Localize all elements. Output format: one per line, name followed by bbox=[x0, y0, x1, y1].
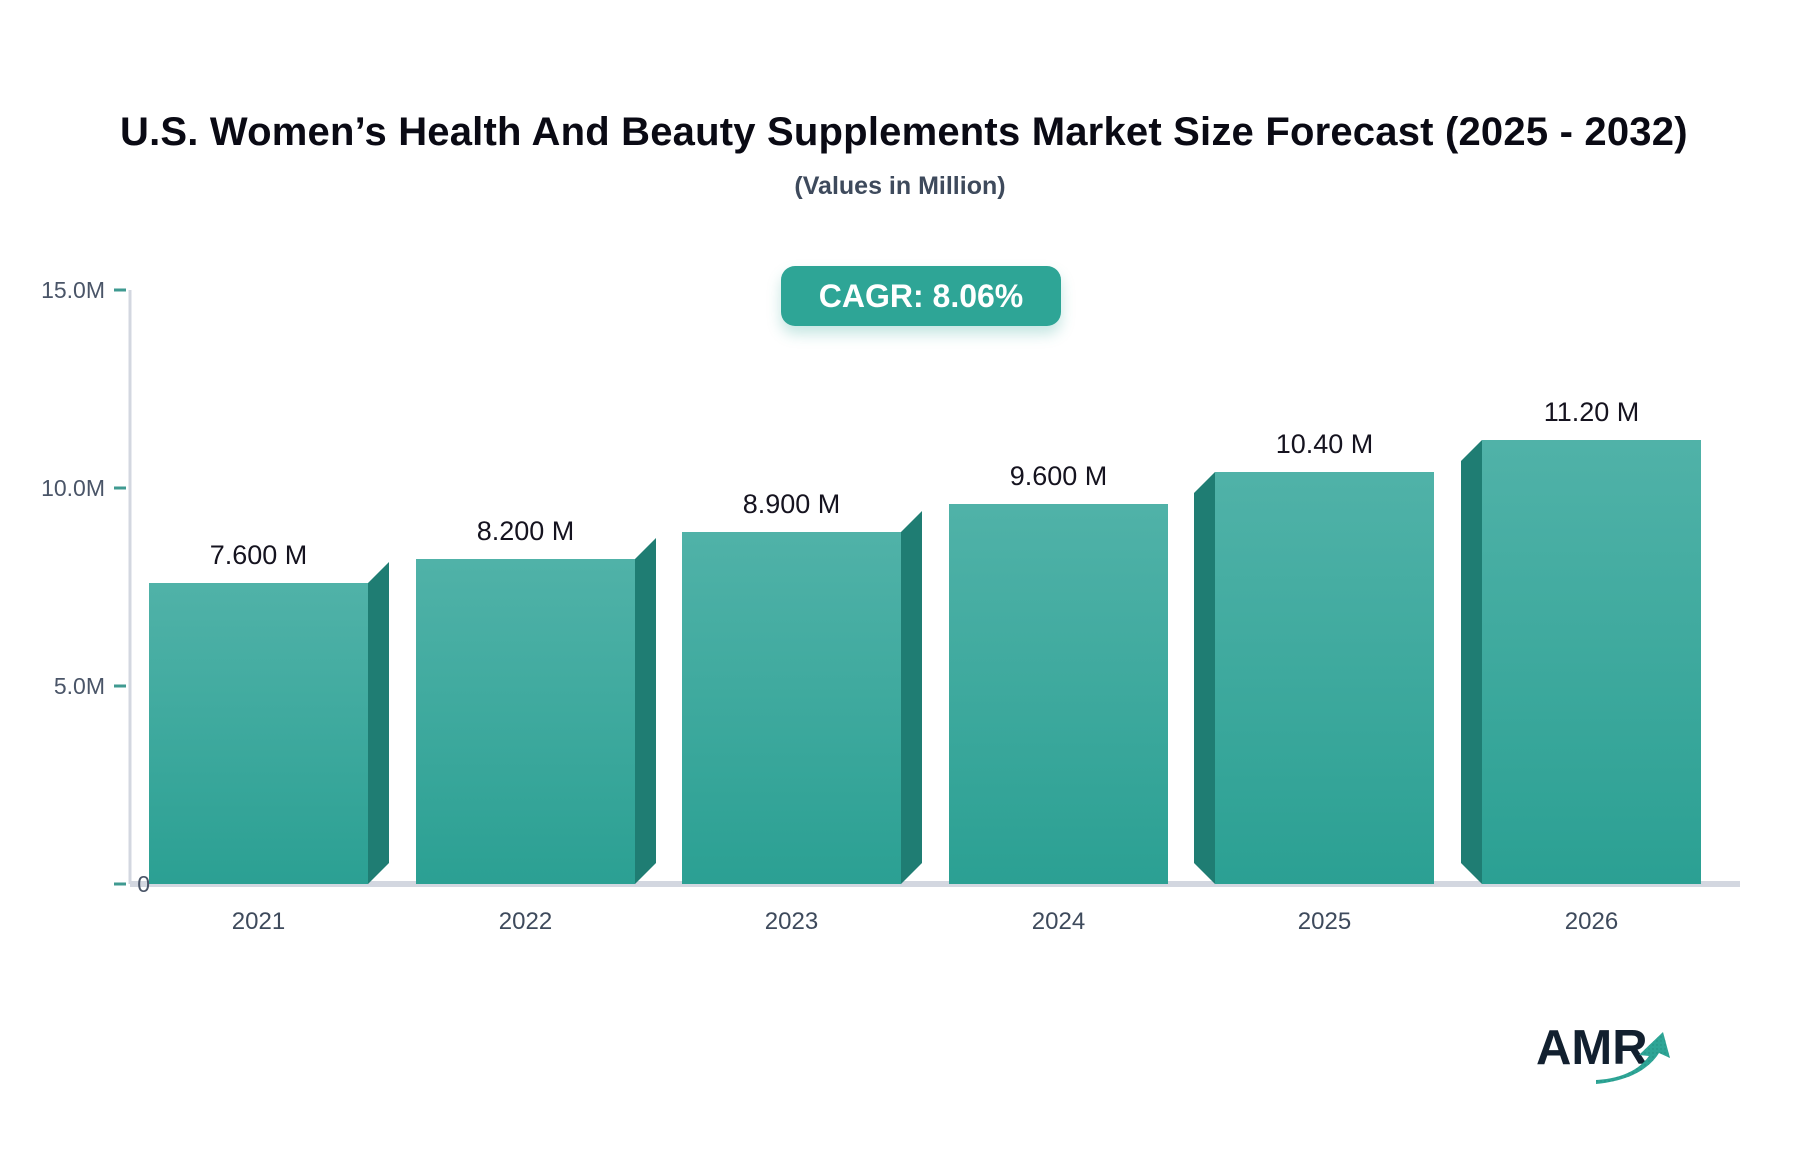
svg-text:AMR: AMR bbox=[1536, 1021, 1648, 1075]
